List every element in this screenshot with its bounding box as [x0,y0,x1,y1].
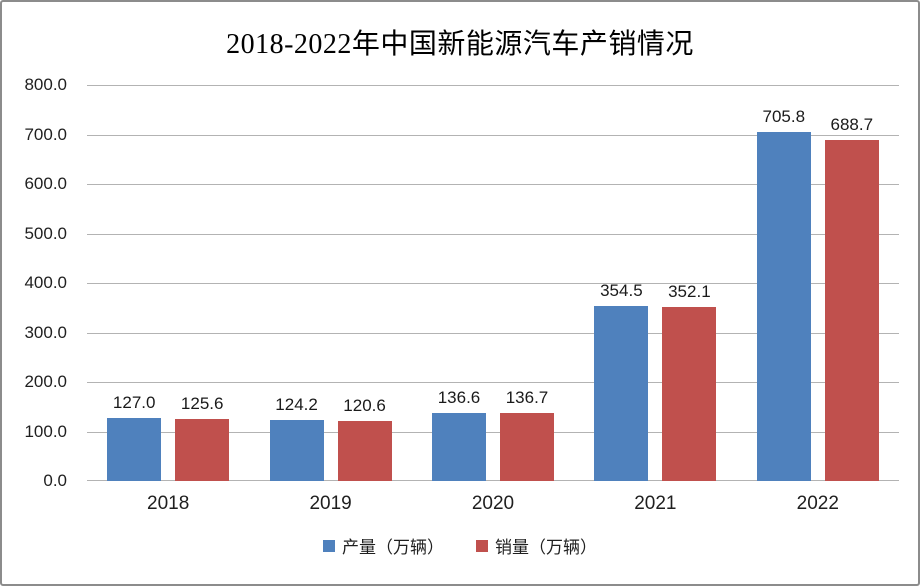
y-axis-tick-label: 300.0 [24,322,67,342]
legend-item-production: 产量（万辆） [323,533,444,558]
legend-swatch-production [323,539,335,552]
legend-label-sales: 销量（万辆） [495,538,597,557]
bar-sales-2019: 120.6 [337,396,392,481]
chart-title: 2018-2022年中国新能源汽车产销情况 [226,29,694,60]
y-axis-tick-label: 700.0 [24,124,67,144]
y-axis-tick-label: 0.0 [43,471,67,490]
bar-group-2019: 124.2 120.6 2019 [249,85,411,514]
legend-label-production: 产量（万辆） [342,538,444,557]
y-axis-tick-label: 100.0 [24,421,67,441]
gridline [87,382,899,383]
x-axis-category-label: 2021 [634,493,677,514]
gridline [87,184,899,185]
bar-production-2018: 127.0 [107,393,162,481]
y-axis-tick-label: 600.0 [24,174,67,193]
bar-production-2021: 354.5 [594,281,649,481]
value-label-sales-2018: 125.6 [180,393,224,413]
legend-item-sales: 销量（万辆） [476,533,597,558]
x-axis-category-label: 2019 [309,493,352,514]
gridline [87,431,899,433]
bar-production-2022: 705.8 [756,107,811,481]
gridline [87,332,899,334]
legend-swatch-sales [476,539,488,552]
value-label-sales-2019: 120.6 [343,396,386,416]
bar-production-2020: 136.6 [431,388,486,481]
x-axis-category-label: 2020 [471,493,515,514]
y-axis: 800.0 700.0 600.0 500.0 400.0 300.0 200.0 100.0… [2,75,79,490]
value-label-sales-2022: 688.7 [830,115,874,135]
value-label-production-2021: 354.5 [600,280,643,300]
gridline [87,233,899,235]
y-axis-tick-label: 400.0 [24,273,67,292]
plot-area: 127.0 125.6 2018 124.2 120.6 2019 136.6 136.7 20… [87,85,899,514]
value-label-production-2022: 705.8 [762,106,806,126]
bar-sales-2020: 136.7 [499,388,554,481]
legend: 产量（万辆） 销量（万辆） [2,533,918,558]
bar-sales-2018: 125.6 [175,394,230,481]
bar-group-2020: 136.6 136.7 2020 [412,85,574,514]
bar-group-2018: 127.0 125.6 2018 [87,85,249,514]
x-axis-category-label: 2018 [147,493,190,514]
bar-group-2021: 354.5 352.1 2021 [574,85,736,514]
value-label-production-2018: 127.0 [112,393,156,413]
bar-production-2019: 124.2 [269,395,324,481]
bar-sales-2021: 352.1 [662,282,717,481]
y-axis-tick-label: 200.0 [24,372,67,391]
y-axis-tick-label: 500.0 [24,223,67,243]
y-axis-tick-label: 800.0 [24,75,67,94]
gridline [87,283,899,284]
value-label-production-2020: 136.6 [437,388,481,408]
value-label-production-2019: 124.2 [275,394,318,414]
value-label-sales-2021: 352.1 [668,281,711,301]
x-axis-category-label: 2022 [796,493,839,514]
gridline [87,480,899,481]
gridline [87,134,899,136]
bar-sales-2022: 688.7 [824,115,879,481]
gridline [87,85,899,86]
value-label-sales-2020: 136.7 [505,388,549,408]
bar-group-2022: 705.8 688.7 2022 [737,85,899,514]
